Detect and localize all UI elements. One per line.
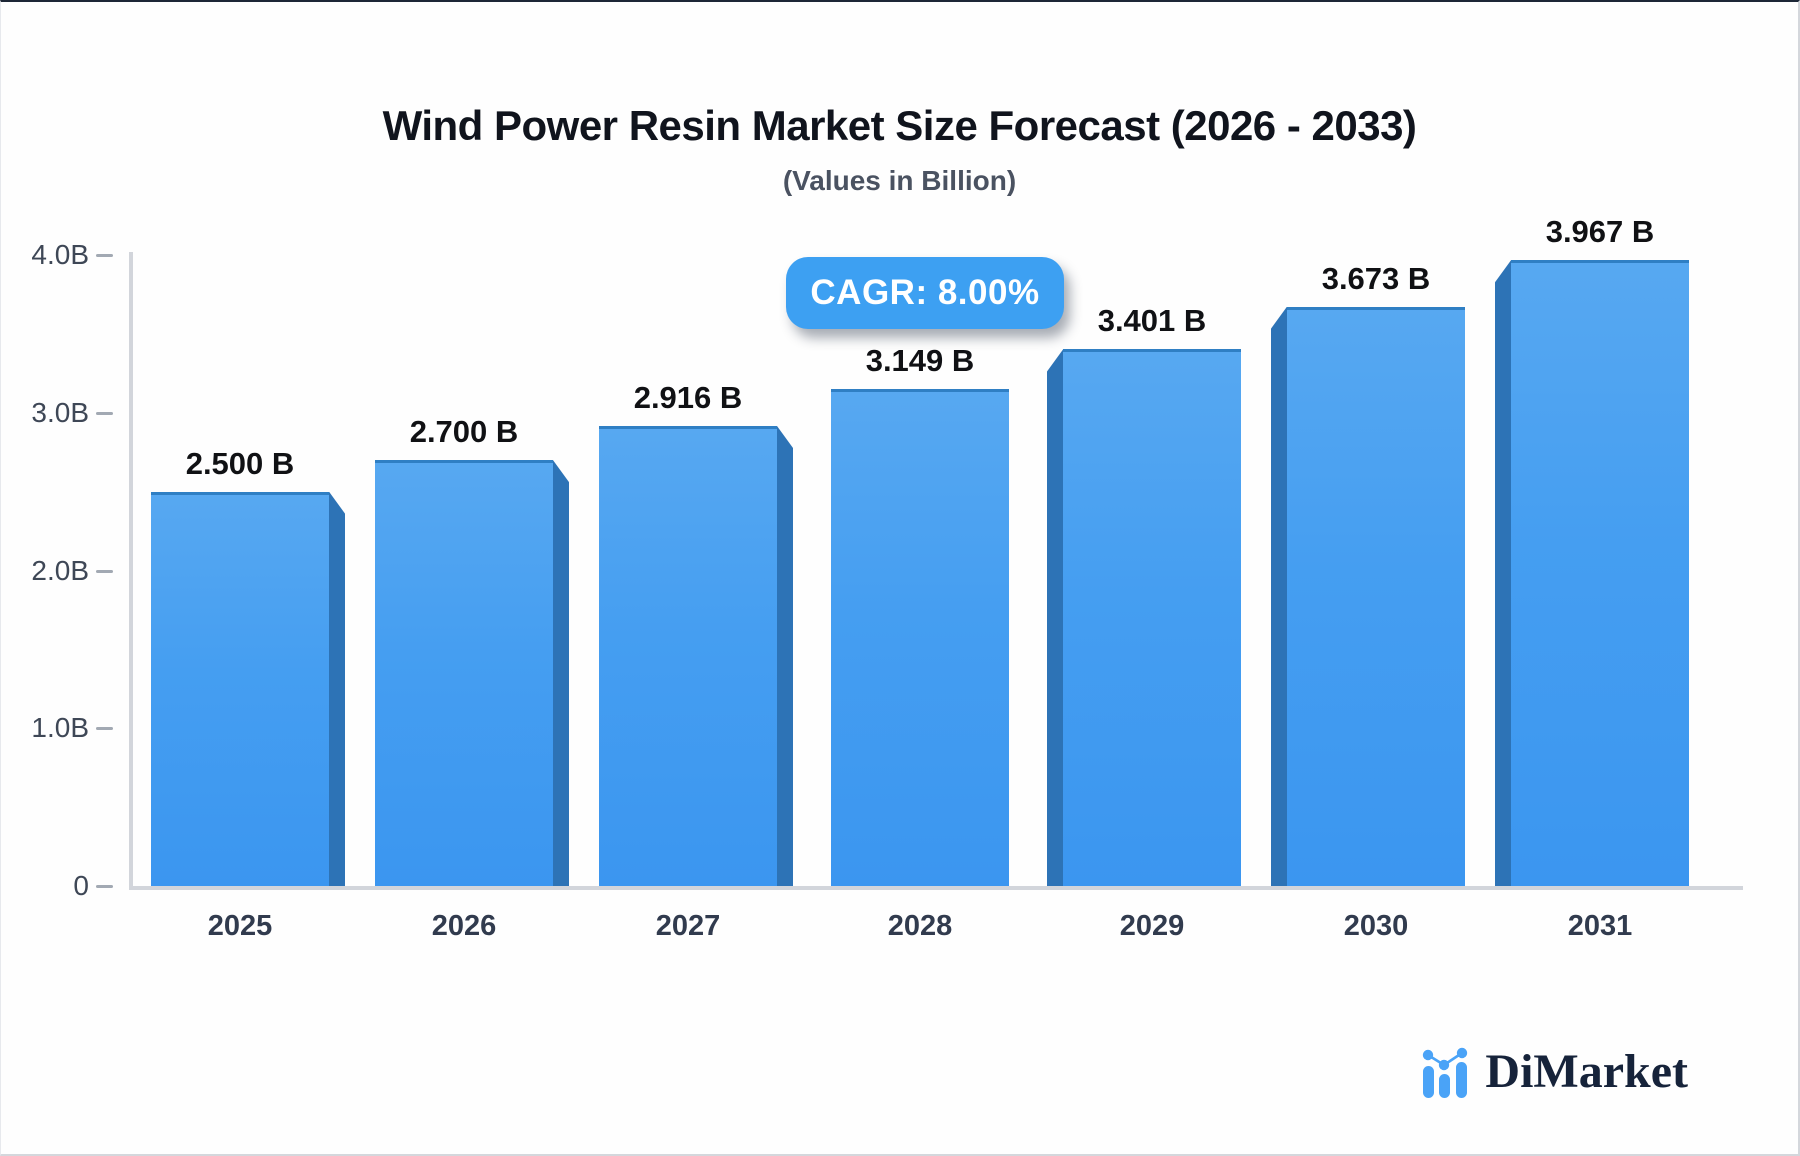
bar-3d-side (329, 491, 345, 886)
y-axis-label: 2.0B (31, 554, 89, 586)
chart-title: Wind Power Resin Market Size Forecast (2… (382, 102, 1417, 149)
bar-3d-side (553, 460, 569, 886)
y-axis-label: 1.0B (31, 712, 89, 744)
bar-value-label: 2.500 B (185, 445, 295, 481)
x-axis-label: 2028 (887, 910, 953, 942)
x-axis-label: 2025 (207, 910, 273, 942)
bar (1511, 260, 1689, 886)
x-axis-label: 2027 (655, 910, 721, 942)
bar (599, 426, 777, 886)
y-tick (96, 727, 113, 731)
bar-value-label: 3.673 B (1321, 260, 1431, 296)
bar (1063, 349, 1241, 886)
bar (375, 460, 553, 886)
bar-value-label: 2.916 B (633, 380, 743, 415)
bar (831, 389, 1009, 886)
brand-logo: DiMarket (1422, 1040, 1688, 1104)
y-tick (96, 569, 113, 573)
x-axis-label: 2029 (1119, 910, 1185, 942)
y-tick (96, 885, 113, 888)
y-axis-label: 4.0B (31, 239, 89, 270)
bar-3d-side (1271, 306, 1287, 886)
bar-value-label: 3.149 B (865, 343, 975, 379)
bar-3d-side (777, 426, 793, 886)
bar-3d-side (1495, 260, 1511, 886)
chart-subtitle: (Values in Billion) (782, 165, 1017, 196)
bar-value-label: 2.700 B (409, 414, 519, 450)
cagr-badge-label: CAGR: 8.00% (810, 273, 1040, 312)
bar-value-label: 3.401 B (1097, 303, 1207, 339)
x-axis-label: 2030 (1343, 910, 1409, 942)
bar (151, 491, 329, 886)
cagr-badge: CAGR: 8.00% (786, 257, 1064, 329)
brand-name: DiMarket (1485, 1045, 1688, 1098)
y-axis-label: 0 (73, 870, 89, 901)
x-axis-label: 2026 (431, 910, 497, 942)
bar-3d-side (1047, 349, 1063, 886)
y-axis-label: 3.0B (31, 396, 89, 428)
y-axis-line (129, 252, 133, 890)
bar-chart-trend-icon (1423, 1047, 1468, 1098)
y-tick (96, 254, 113, 257)
y-tick (96, 411, 113, 415)
x-axis-line (129, 886, 1743, 890)
bar-value-label: 3.967 B (1545, 214, 1655, 250)
x-axis-label: 2031 (1567, 910, 1633, 942)
bar (1287, 306, 1465, 886)
